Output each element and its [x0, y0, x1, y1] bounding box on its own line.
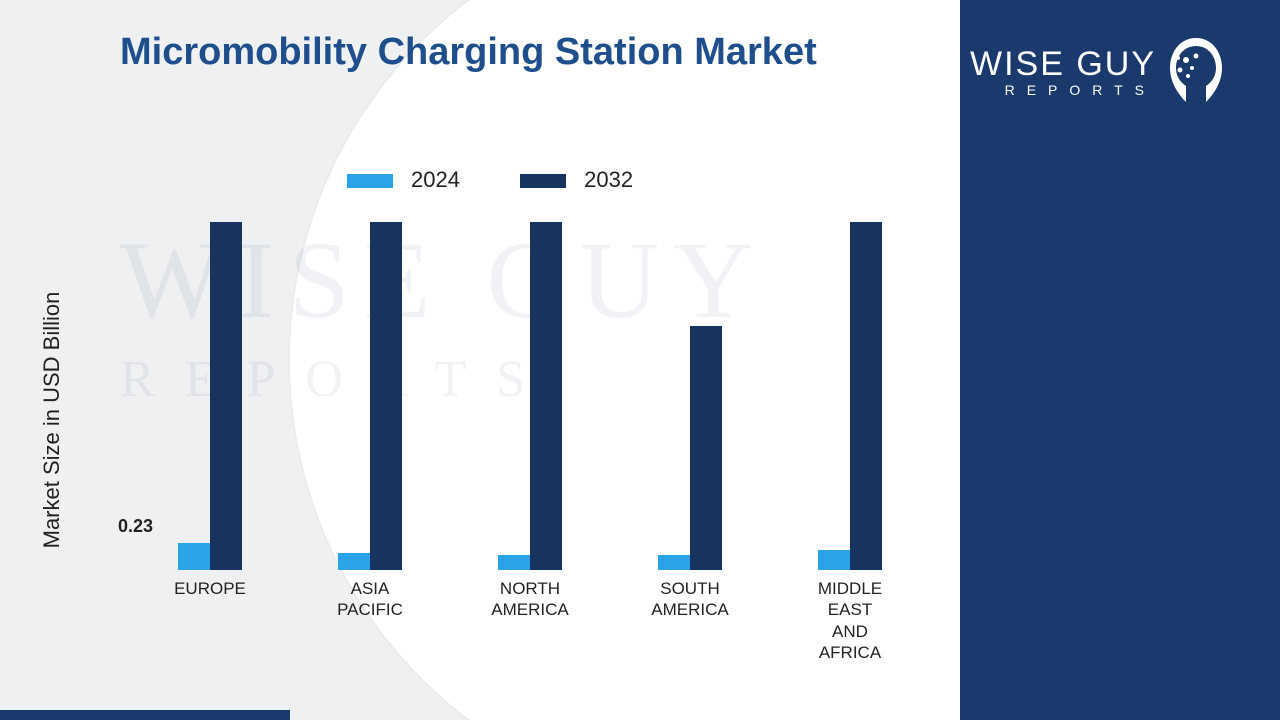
brand-text: WISE GUY REPORTS [970, 45, 1156, 98]
main-area: Micromobility Charging Station Market Ma… [0, 0, 960, 720]
bottom-accent-bar [0, 710, 290, 720]
infographic-stage: WISE GUY REPORTS Micromobility Charging … [0, 0, 1280, 720]
chart-title: Micromobility Charging Station Market [120, 30, 820, 76]
legend-label-2024: 2024 [411, 167, 460, 192]
x-axis-label: NORTHAMERICA [460, 570, 600, 621]
plot-area: 0.23 [130, 210, 930, 570]
bar-series-2024 [178, 543, 210, 570]
brand-sub: REPORTS [970, 82, 1156, 98]
x-axis-label: ASIAPACIFIC [300, 570, 440, 621]
bar-series-2024 [338, 553, 370, 570]
legend-swatch-2032 [520, 174, 566, 188]
bar-group [620, 210, 760, 570]
bar-series-2024 [498, 555, 530, 570]
legend-label-2032: 2032 [584, 167, 633, 192]
bar-group [300, 210, 440, 570]
legend-item-2024: 2024 [347, 167, 460, 193]
bar-series-2032 [850, 222, 882, 570]
brand-logo: WISE GUY REPORTS [970, 36, 1250, 106]
right-panel [960, 0, 1280, 720]
x-axis-label: MIDDLEEASTANDAFRICA [780, 570, 920, 663]
brand-head-icon [1166, 36, 1226, 106]
bar-series-2032 [210, 222, 242, 570]
bar-series-2032 [530, 222, 562, 570]
bar-series-2032 [370, 222, 402, 570]
x-axis-label: SOUTHAMERICA [620, 570, 760, 621]
bar-value-label: 0.23 [118, 516, 153, 537]
x-axis-label: EUROPE [140, 570, 280, 599]
y-axis-label: Market Size in USD Billion [39, 292, 65, 549]
bar-group: 0.23 [140, 210, 280, 570]
bar-series-2024 [818, 550, 850, 570]
x-axis: EUROPE ASIAPACIFIC NORTHAMERICA SOUTHAMERIC… [130, 570, 930, 680]
legend-swatch-2024 [347, 174, 393, 188]
bar-series-2024 [658, 555, 690, 570]
bar-series-2032 [690, 326, 722, 570]
legend-item-2032: 2032 [520, 167, 633, 193]
chart: Market Size in USD Billion 2024 2032 0.2… [40, 160, 940, 680]
bar-group [460, 210, 600, 570]
legend: 2024 2032 [40, 160, 940, 200]
bar-group [780, 210, 920, 570]
brand-name: WISE GUY [970, 45, 1156, 84]
